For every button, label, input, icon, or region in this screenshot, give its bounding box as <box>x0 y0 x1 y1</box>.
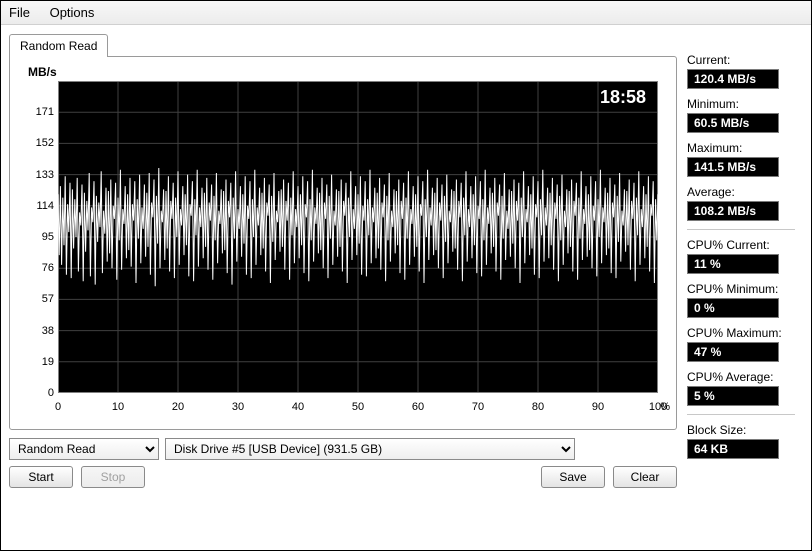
menubar: File Options <box>1 1 811 25</box>
x-tick: 30 <box>232 401 244 413</box>
menu-file[interactable]: File <box>9 5 30 20</box>
test-type-select[interactable]: Random Read <box>9 438 159 460</box>
x-tick: 20 <box>172 401 184 413</box>
y-tick: 152 <box>18 137 54 149</box>
average-label: Average: <box>687 185 803 199</box>
minimum-value: 60.5 MB/s <box>687 113 779 133</box>
cpu-maximum-label: CPU% Maximum: <box>687 326 803 340</box>
chart: MB/s 18:58 0 19 38 57 76 95 114 133 152 171 0 10 20… <box>16 63 670 423</box>
stop-button: Stop <box>81 466 145 488</box>
cpu-current-label: CPU% Current: <box>687 238 803 252</box>
x-tick: 70 <box>472 401 484 413</box>
plot-area: 18:58 <box>58 81 658 393</box>
menu-options[interactable]: Options <box>50 5 95 20</box>
cpu-current-value: 11 % <box>687 254 779 274</box>
maximum-value: 141.5 MB/s <box>687 157 779 177</box>
x-tick: 40 <box>292 401 304 413</box>
drive-select[interactable]: Disk Drive #5 [USB Device] (931.5 GB) <box>165 438 575 460</box>
tab-random-read[interactable]: Random Read <box>9 34 108 57</box>
cpu-minimum-value: 0 % <box>687 298 779 318</box>
current-label: Current: <box>687 53 803 67</box>
block-size-value: 64 KB <box>687 439 779 459</box>
x-tick: 90 <box>592 401 604 413</box>
x-tick: 80 <box>532 401 544 413</box>
x-tick: 50 <box>352 401 364 413</box>
cpu-maximum-value: 47 % <box>687 342 779 362</box>
cpu-average-label: CPU% Average: <box>687 370 803 384</box>
y-tick: 0 <box>18 387 54 399</box>
current-value: 120.4 MB/s <box>687 69 779 89</box>
y-axis-label: MB/s <box>28 65 57 79</box>
y-tick: 114 <box>18 200 54 212</box>
elapsed-time: 18:58 <box>600 87 646 108</box>
y-tick: 133 <box>18 169 54 181</box>
block-size-label: Block Size: <box>687 423 803 437</box>
cpu-minimum-label: CPU% Minimum: <box>687 282 803 296</box>
chart-frame: MB/s 18:58 0 19 38 57 76 95 114 133 152 171 0 10 20… <box>9 56 677 430</box>
save-button[interactable]: Save <box>541 466 605 488</box>
clear-button[interactable]: Clear <box>613 466 677 488</box>
chart-svg <box>58 81 658 393</box>
x-tick: 10 <box>112 401 124 413</box>
x-axis-unit: % <box>660 401 670 413</box>
stats-panel: Current: 120.4 MB/s Minimum: 60.5 MB/s M… <box>687 33 803 488</box>
x-tick: 0 <box>55 401 61 413</box>
y-tick: 95 <box>18 231 54 243</box>
y-tick: 171 <box>18 106 54 118</box>
y-tick: 38 <box>18 325 54 337</box>
minimum-label: Minimum: <box>687 97 803 111</box>
y-tick: 19 <box>18 356 54 368</box>
y-tick: 57 <box>18 293 54 305</box>
average-value: 108.2 MB/s <box>687 201 779 221</box>
maximum-label: Maximum: <box>687 141 803 155</box>
x-tick: 60 <box>412 401 424 413</box>
start-button[interactable]: Start <box>9 466 73 488</box>
cpu-average-value: 5 % <box>687 386 779 406</box>
y-tick: 76 <box>18 262 54 274</box>
